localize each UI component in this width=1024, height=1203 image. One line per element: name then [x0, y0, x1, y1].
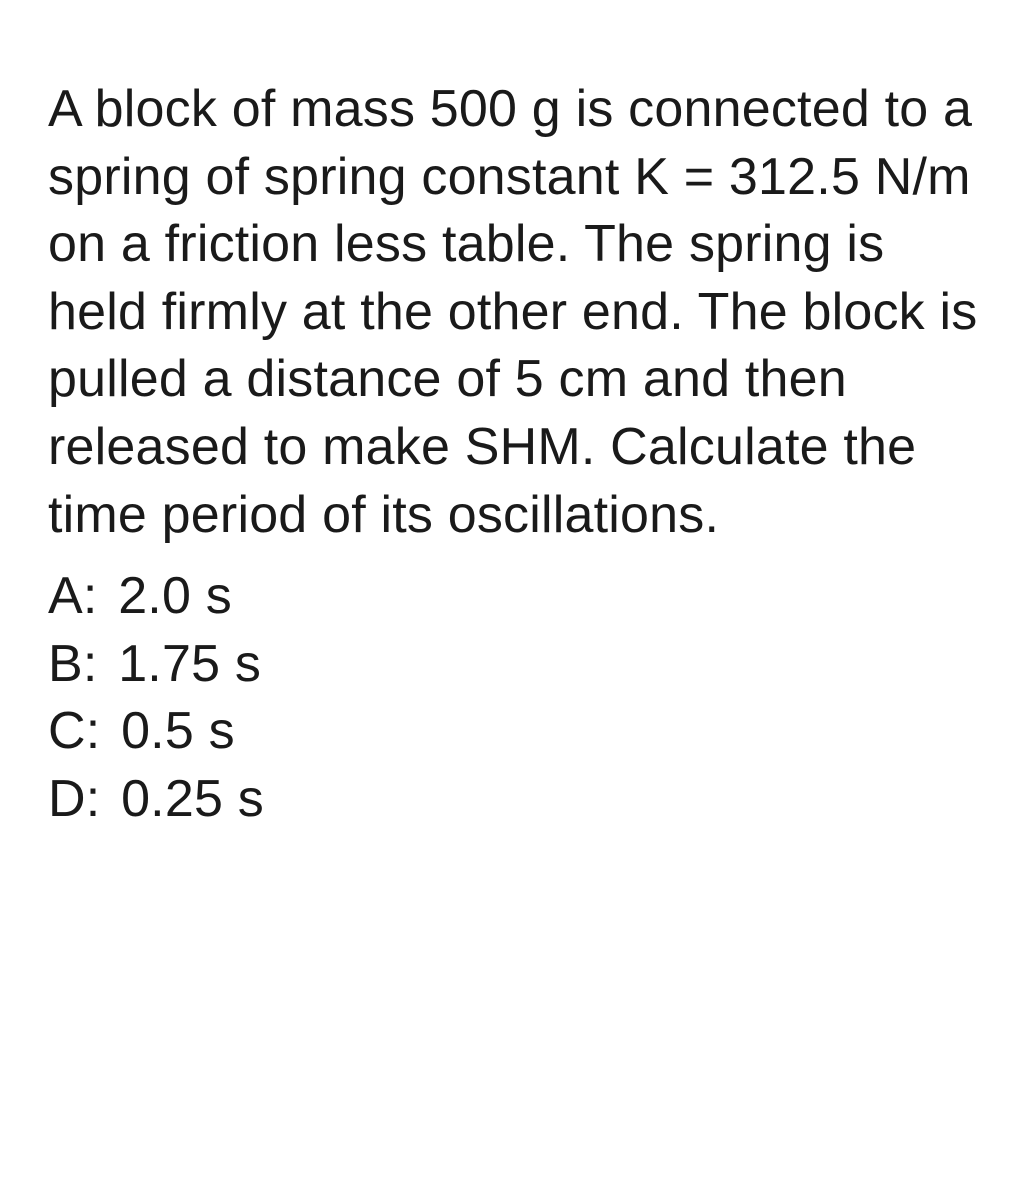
option-c-value: 0.5 s	[121, 702, 235, 760]
option-d-value: 0.25 s	[121, 770, 264, 828]
option-b: B: 1.75 s	[48, 631, 984, 699]
option-c-label: C:	[48, 702, 100, 760]
option-b-value: 1.75 s	[118, 635, 261, 693]
option-a-label: A:	[48, 567, 98, 625]
option-d: D: 0.25 s	[48, 766, 984, 834]
option-a: A: 2.0 s	[48, 563, 984, 631]
option-d-label: D:	[48, 770, 100, 828]
option-a-value: 2.0 s	[118, 567, 232, 625]
page-container: A block of mass 500 g is connected to a …	[0, 0, 1024, 874]
option-b-label: B:	[48, 635, 98, 693]
question-text: A block of mass 500 g is connected to a …	[48, 76, 984, 549]
option-c: C: 0.5 s	[48, 698, 984, 766]
